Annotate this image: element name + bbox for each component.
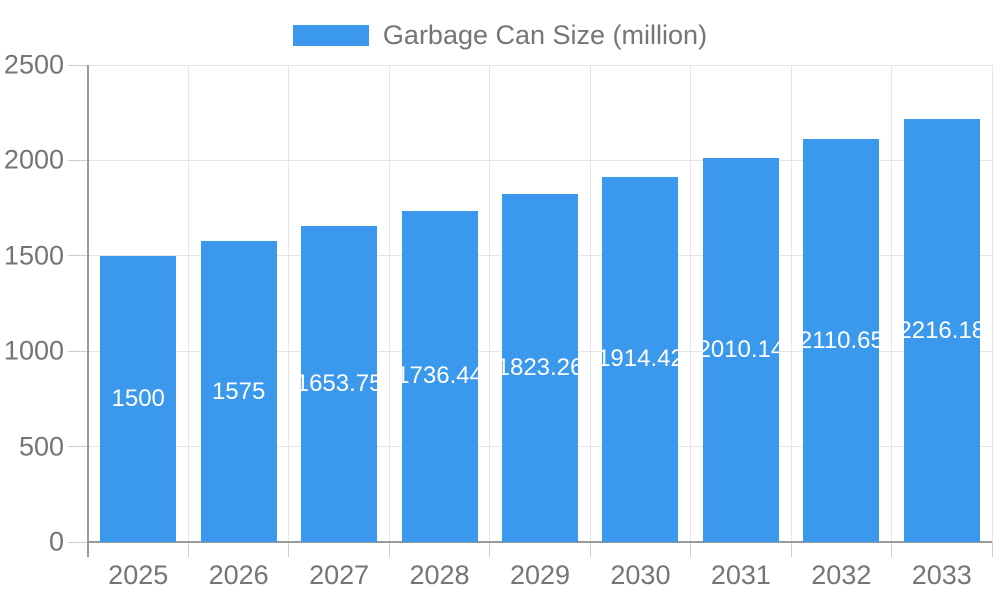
bar[interactable]: 1500: [100, 255, 177, 542]
y-axis-tick: [68, 64, 88, 66]
x-axis-tick: [187, 542, 189, 557]
bar-value-label: 2010.14: [702, 336, 779, 364]
x-axis-tick: [891, 542, 893, 557]
y-axis-tick-label: 1500: [3, 240, 64, 271]
y-axis-tick: [68, 541, 88, 543]
x-gridline: [388, 65, 390, 542]
bar[interactable]: 1914.42: [602, 176, 679, 542]
bar-value-label: 2110.65: [803, 326, 880, 354]
bar-value-label: 1653.75: [301, 370, 378, 398]
y-axis-tick-label: 2500: [3, 49, 64, 80]
x-gridline: [991, 65, 993, 542]
y-axis-tick-label: 0: [48, 526, 64, 557]
x-axis-category-label: 2031: [710, 560, 771, 590]
x-axis-tick: [690, 542, 692, 557]
x-axis-category-label: 2028: [409, 560, 470, 590]
bar[interactable]: 1823.26: [502, 194, 578, 542]
x-gridline: [288, 65, 290, 542]
x-axis-line: [87, 541, 992, 543]
x-gridline: [187, 65, 189, 542]
bar-value-label: 1914.42: [602, 345, 679, 373]
chart-legend[interactable]: Garbage Can Size (million): [0, 20, 1000, 51]
y-axis-tick: [68, 446, 88, 448]
bar-value-label: 1823.26: [502, 354, 578, 382]
bar-value-label: 1500: [111, 384, 165, 412]
x-axis-category-label: 2029: [509, 560, 571, 590]
legend-swatch-icon: [292, 25, 369, 46]
x-gridline: [790, 65, 792, 542]
bar[interactable]: 1575: [200, 241, 277, 542]
x-axis-tick: [991, 542, 993, 557]
x-axis-category-label: 2027: [309, 560, 370, 590]
y-axis-tick: [68, 255, 88, 257]
legend-label: Garbage Can Size (million): [382, 20, 708, 50]
y-axis-tick-label: 1000: [3, 335, 64, 366]
x-gridline: [589, 65, 591, 542]
x-gridline: [891, 65, 893, 542]
x-axis-tick: [790, 542, 792, 557]
x-axis-tick: [489, 542, 491, 557]
y-gridline: [88, 159, 992, 161]
bar[interactable]: 1736.44: [401, 210, 478, 542]
bar[interactable]: 2216.18: [903, 119, 980, 542]
x-axis-tick: [288, 542, 290, 557]
y-axis-line: [87, 65, 89, 557]
x-axis-tick: [589, 542, 591, 557]
bar[interactable]: 2010.14: [702, 158, 779, 542]
bar-value-label: 2216.18: [903, 316, 980, 344]
y-gridline: [88, 64, 992, 66]
bar-value-label: 1736.44: [401, 362, 478, 390]
x-axis-tick: [388, 542, 390, 557]
y-axis-tick-label: 500: [18, 431, 64, 462]
bar[interactable]: 1653.75: [301, 226, 378, 542]
x-axis-category-label: 2030: [610, 560, 671, 590]
bar[interactable]: 2110.65: [803, 139, 880, 542]
bar-value-label: 1575: [211, 377, 266, 405]
x-gridline: [489, 65, 491, 542]
y-axis-tick-label: 2000: [3, 144, 64, 175]
x-axis-category-label: 2026: [208, 560, 269, 590]
x-gridline: [690, 65, 692, 542]
y-axis-tick: [68, 159, 88, 161]
x-axis-category-label: 2032: [811, 560, 872, 590]
x-axis-category-label: 2033: [911, 560, 972, 590]
x-axis-category-label: 2025: [108, 560, 169, 590]
y-axis-tick: [68, 350, 88, 352]
